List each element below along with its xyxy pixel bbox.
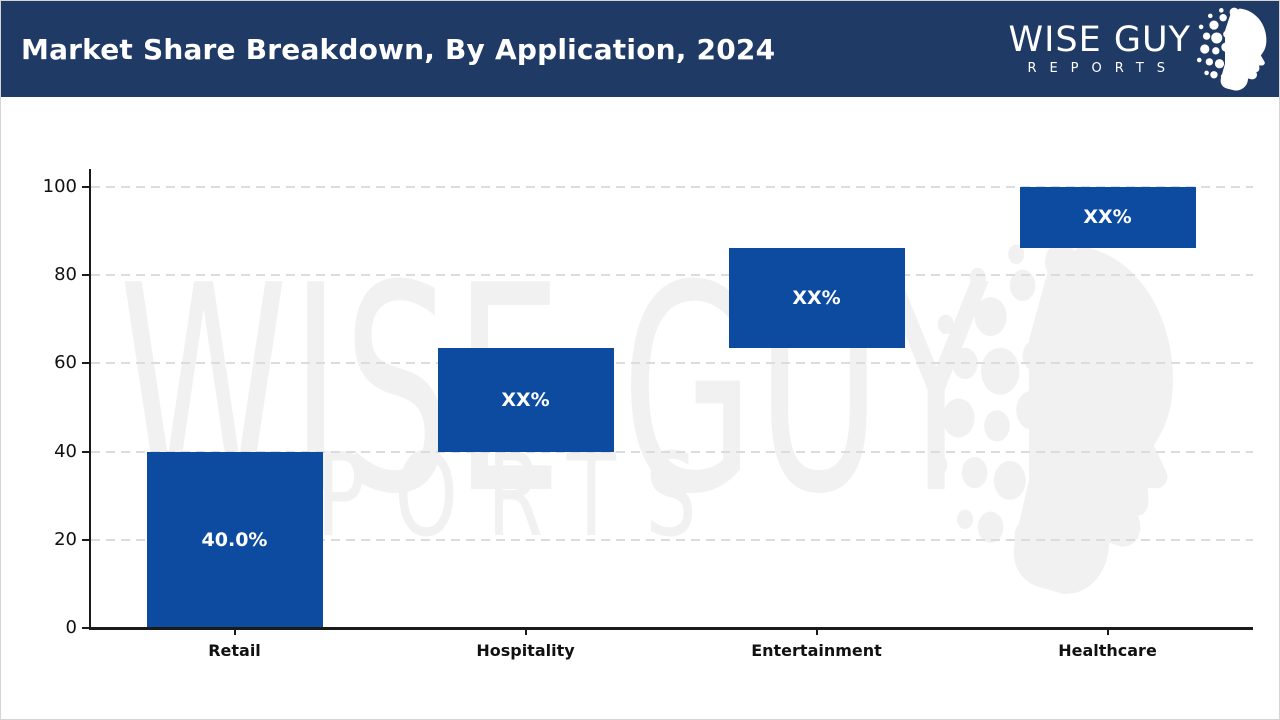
gridline-y-20 (91, 538, 1253, 541)
x-axis-line (89, 627, 1253, 630)
y-tick-mark-100 (82, 186, 89, 188)
logo-text: WISE GUY REPORTS (1008, 22, 1191, 76)
logo-face-icon (1196, 7, 1267, 91)
gridline-y-100 (91, 186, 1253, 188)
bar-retail (146, 451, 323, 628)
x-tick-mark-retail (233, 628, 236, 635)
y-tick-mark-60 (82, 362, 89, 365)
x-tick-mark-healthcare (1106, 628, 1109, 635)
bar-value-label-healthcare: XX% (1083, 206, 1132, 229)
x-tick-mark-entertainment (815, 628, 818, 635)
logo-subtext: REPORTS (1027, 60, 1179, 76)
x-tick-label-entertainment: Entertainment (751, 641, 882, 660)
y-axis-line (89, 169, 91, 630)
page-title: Market Share Breakdown, By Application, … (21, 32, 776, 66)
header-bar: Market Share Breakdown, By Application, … (1, 1, 1279, 97)
y-tick-label-40: 40 (54, 440, 77, 462)
y-tick-mark-80 (82, 274, 89, 277)
wise-guy-reports-logo: WISE GUY REPORTS (1008, 5, 1273, 93)
x-tick-label-retail: Retail (208, 641, 261, 660)
gridline-y-60 (91, 362, 1253, 365)
bar-entertainment (728, 247, 905, 348)
y-tick-mark-0 (82, 627, 89, 629)
logo-wordmark: WISE GUY (1008, 20, 1191, 61)
x-tick-mark-hospitality (524, 628, 527, 635)
watermark-face-icon (931, 242, 1173, 594)
bar-hospitality (437, 347, 614, 452)
x-tick-label-healthcare: Healthcare (1058, 641, 1157, 660)
y-tick-label-100: 100 (42, 176, 77, 197)
y-tick-label-80: 80 (54, 264, 77, 286)
bar-value-label-hospitality: XX% (501, 388, 550, 411)
y-tick-label-60: 60 (54, 352, 77, 374)
bar-healthcare (1019, 187, 1196, 248)
y-tick-label-0: 0 (65, 617, 77, 638)
y-tick-mark-40 (82, 450, 89, 453)
y-tick-mark-20 (82, 538, 89, 541)
y-tick-label-20: 20 (54, 528, 77, 550)
gridline-y-40 (91, 450, 1253, 453)
bar-value-label-retail: 40.0% (201, 528, 268, 551)
bar-value-label-entertainment: XX% (792, 286, 841, 309)
x-tick-label-hospitality: Hospitality (476, 641, 575, 660)
gridline-y-80 (91, 274, 1253, 277)
